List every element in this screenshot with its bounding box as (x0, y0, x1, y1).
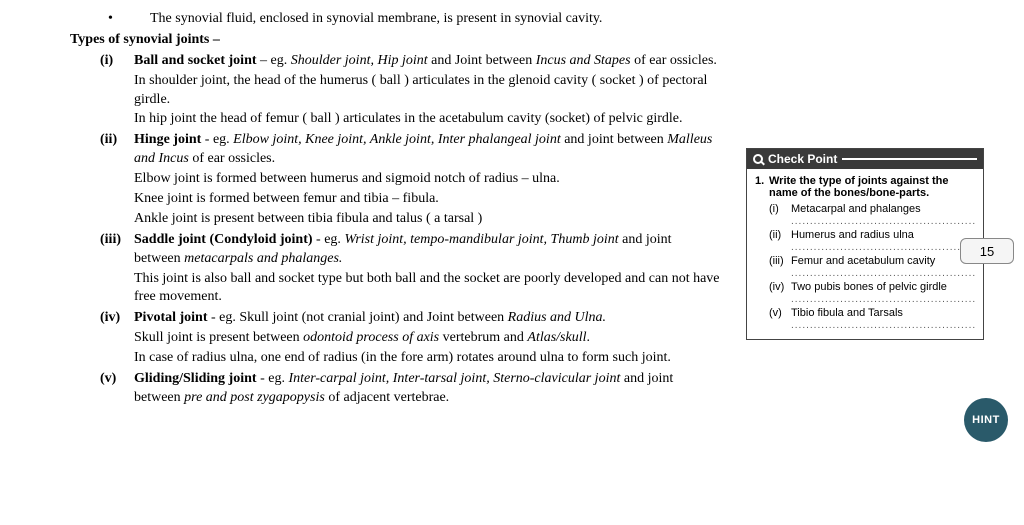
joint-item: (i) Ball and socket joint – eg. Shoulder… (100, 52, 720, 130)
checkpoint-body: 1. Write the type of joints against the … (747, 169, 983, 339)
text: - eg. (201, 132, 233, 147)
opt-text: Two pubis bones of pelvic girdle (791, 281, 975, 293)
hint-label: HINT (972, 414, 1000, 426)
page-number: 15 (980, 244, 994, 259)
checkpoint-header: Check Point (747, 149, 983, 169)
header-line (842, 158, 977, 160)
item-number: (ii) (100, 131, 134, 228)
para: In hip joint the head of femur ( ball ) … (134, 110, 720, 129)
item-number: (i) (100, 52, 134, 130)
bullet-line: • The synovial fluid, enclosed in synovi… (100, 10, 720, 29)
para: Skull joint is present between odontoid … (134, 329, 720, 348)
para: Knee joint is formed between femur and t… (134, 190, 720, 209)
checkpoint-box: Check Point 1. Write the type of joints … (746, 148, 984, 340)
item-title: Gliding/Sliding joint (134, 371, 257, 386)
answer-line: ........................................… (791, 216, 975, 227)
checkpoint-title: Check Point (768, 152, 837, 166)
opt-num: (iv) (769, 281, 791, 293)
opt-text: Humerus and radius ulna (791, 229, 975, 241)
opt-num: (i) (769, 203, 791, 215)
text: - eg. (313, 232, 345, 247)
search-icon (753, 154, 763, 164)
opt-num: (iii) (769, 255, 791, 267)
bullet-marker: • (100, 10, 150, 29)
text: - eg. (257, 371, 289, 386)
item-title: Ball and socket joint (134, 53, 257, 68)
text: . (587, 330, 591, 345)
text: odontoid process of axis (303, 330, 439, 345)
answer-line: ........................................… (791, 242, 975, 253)
text: of ear ossicles. (631, 53, 717, 68)
checkpoint-list: (i)Metacarpal and phalanges ............… (755, 203, 975, 331)
item-number: (iii) (100, 231, 134, 308)
text: - eg. Skull joint (not cranial joint) an… (208, 310, 508, 325)
text: Elbow joint, Knee joint, Ankle joint, In… (233, 132, 561, 147)
para: In case of radius ulna, one end of radiu… (134, 349, 720, 368)
text: Shoulder joint, Hip joint (291, 53, 428, 68)
text: Wrist joint, tempo-mandibular joint, Thu… (344, 232, 618, 247)
text: of ear ossicles. (189, 151, 275, 166)
para: Ankle joint is present between tibia fib… (134, 210, 720, 229)
page-number-badge: 15 (960, 238, 1014, 264)
bullet-text: The synovial fluid, enclosed in synovial… (150, 10, 602, 29)
opt-text: Femur and acetabulum cavity (791, 255, 975, 267)
item-title: Saddle joint (Condyloid joint) (134, 232, 313, 247)
types-header: Types of synovial joints – (70, 31, 720, 50)
main-content: • The synovial fluid, enclosed in synovi… (0, 0, 740, 418)
joint-item: (v) Gliding/Sliding joint - eg. Inter-ca… (100, 370, 720, 408)
item-number: (iv) (100, 309, 134, 368)
joint-item: (iv) Pivotal joint - eg. Skull joint (no… (100, 309, 720, 368)
text: Inter-carpal joint, Inter-tarsal joint, … (288, 371, 620, 386)
hint-button[interactable]: HINT (964, 398, 1008, 442)
opt-text: Metacarpal and phalanges (791, 203, 975, 215)
answer-line: ........................................… (791, 268, 975, 279)
text: vertebrum and (439, 330, 527, 345)
item-title: Hinge joint (134, 132, 201, 147)
opt-num: (ii) (769, 229, 791, 241)
para: This joint is also ball and socket type … (134, 270, 720, 308)
answer-line: ........................................… (791, 294, 975, 305)
text: Skull joint is present between (134, 330, 303, 345)
text: of adjacent vertebrae. (325, 390, 449, 405)
question-number: 1. (755, 175, 769, 199)
question-text: Write the type of joints against the nam… (769, 175, 975, 199)
para: Elbow joint is formed between humerus an… (134, 170, 720, 189)
opt-text: Tibio fibula and Tarsals (791, 307, 975, 319)
text: and joint between (561, 132, 668, 147)
para: In shoulder joint, the head of the humer… (134, 72, 720, 110)
text: pre and post zygapopysis (184, 390, 325, 405)
joint-item: (iii) Saddle joint (Condyloid joint) - e… (100, 231, 720, 308)
joint-item: (ii) Hinge joint - eg. Elbow joint, Knee… (100, 131, 720, 228)
item-number: (v) (100, 370, 134, 408)
answer-line: ........................................… (791, 320, 975, 331)
text: – eg. (257, 53, 291, 68)
text: and Joint between (428, 53, 536, 68)
text: Radius and Ulna. (508, 310, 606, 325)
opt-num: (v) (769, 307, 791, 319)
text: Incus and Stapes (536, 53, 631, 68)
item-title: Pivotal joint (134, 310, 208, 325)
text: Atlas/skull (527, 330, 586, 345)
text: metacarpals and phalanges. (184, 251, 342, 266)
